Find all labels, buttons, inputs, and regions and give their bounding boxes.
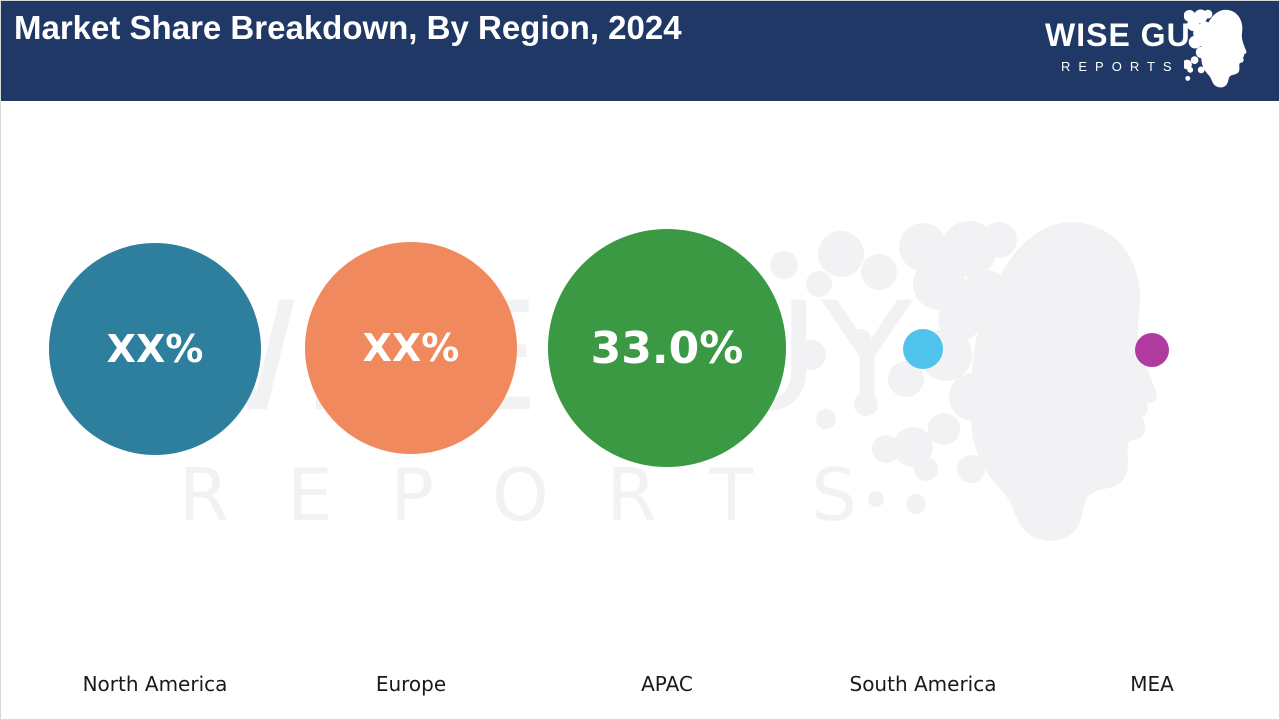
header-band: Market Share Breakdown, By Region, 2024 … [1,1,1279,101]
bubble-value-north-america: XX% [106,327,204,371]
bubble-apac: 33.0% [548,229,786,467]
category-label-mea: MEA [1130,672,1174,696]
watermark-face-icon [770,221,1157,541]
category-label-apac: APAC [641,672,693,696]
wise-guy-face-icon [1184,9,1247,88]
category-label-north-america: North America [82,672,228,696]
watermark-subtext: REPORTS [179,453,916,537]
bubble-value-europe: XX% [362,326,460,370]
bubble-north-america: XX% [49,243,261,455]
logo-wordmark: WISE GUY [1045,17,1214,53]
bubble-mea [1135,333,1169,367]
bubble-value-apac: 33.0% [590,322,744,374]
page-title: Market Share Breakdown, By Region, 2024 [14,9,682,46]
bubble-south-america [903,329,943,369]
bubble-europe: XX% [305,242,517,454]
logo-subtext: REPORTS [1061,59,1180,74]
category-label-europe: Europe [375,672,447,696]
watermark-wordmark: WISE GUY [151,271,915,445]
category-label-south-america: South America [849,672,997,696]
